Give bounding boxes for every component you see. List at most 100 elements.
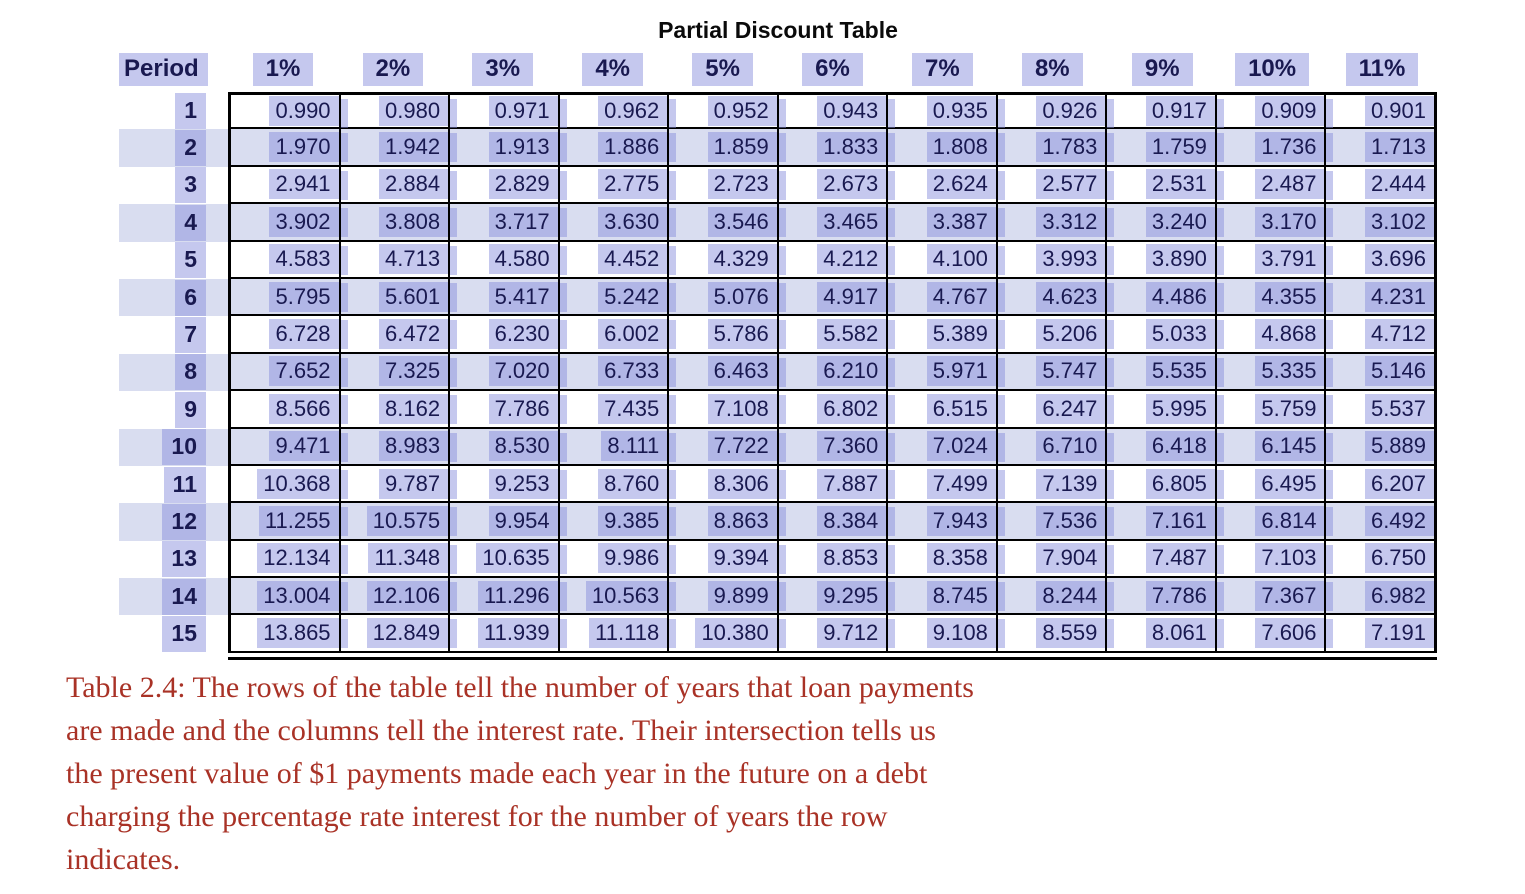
value-cell: 0.909 (1216, 95, 1327, 129)
value-highlight: 0.980 (379, 96, 449, 127)
value-highlight: 5.033 (1145, 319, 1215, 350)
value-cell: 7.499 (888, 465, 998, 502)
value-cell: 1.970 (231, 129, 341, 165)
value-cell: 1.833 (778, 129, 889, 165)
value-highlight: 3.170 (1255, 206, 1325, 237)
value-cell: 3.630 (559, 204, 670, 240)
value-cell: 9.954 (450, 503, 560, 539)
value-cell: 7.024 (888, 428, 998, 464)
value-highlight: 6.247 (1036, 393, 1106, 424)
value-cell: 11.348 (340, 540, 451, 577)
value-cell: 5.786 (669, 316, 779, 352)
value-highlight: 13.004 (257, 580, 339, 611)
period-cell: 11 (119, 466, 228, 503)
rate-header-cell: 5% (668, 52, 778, 86)
value-highlight: 5.601 (379, 281, 449, 312)
value-highlight: 0.952 (707, 96, 777, 127)
value-cell: 2.577 (997, 166, 1108, 203)
value-highlight: 12.106 (366, 580, 449, 611)
value-highlight: 4.329 (707, 244, 777, 275)
period-value: 6 (175, 279, 206, 316)
value-cell: 6.472 (340, 316, 451, 352)
value-cell: 10.380 (669, 615, 779, 651)
value-cell: 6.418 (1107, 428, 1217, 464)
value-highlight: 0.943 (817, 96, 887, 127)
value-cell: 10.635 (450, 540, 560, 577)
table-row: 4 3.902 3.808 3.717 3.630 3.546 3.465 3.387 3.31… (119, 204, 1437, 242)
value-highlight: 2.444 (1364, 169, 1435, 200)
period-value: 15 (162, 616, 206, 653)
value-cell: 5.033 (1107, 316, 1217, 352)
value-highlight: 10.575 (366, 505, 449, 536)
period-header-cell: Period (119, 52, 228, 86)
value-highlight: 8.306 (707, 468, 777, 499)
value-highlight: 6.982 (1364, 580, 1435, 611)
value-highlight: 8.760 (598, 468, 668, 499)
value-highlight: 5.795 (269, 281, 339, 312)
value-cell: 2.531 (1107, 166, 1217, 203)
rate-header-cell: 3% (448, 52, 558, 86)
value-highlight: 7.887 (817, 468, 887, 499)
rate-header-label: 7% (912, 52, 973, 86)
value-cell: 8.358 (888, 540, 998, 577)
value-highlight: 5.759 (1255, 393, 1325, 424)
value-highlight: 1.833 (817, 132, 887, 163)
value-cell: 0.926 (997, 95, 1108, 129)
rate-header-label: 5% (692, 52, 753, 86)
value-cell: 5.389 (888, 316, 998, 352)
period-value: 4 (175, 204, 206, 241)
period-cell: 4 (119, 204, 228, 241)
value-cell: 5.535 (1107, 353, 1217, 390)
value-cell: 6.247 (997, 391, 1108, 427)
value-cell: 6.495 (1216, 465, 1327, 502)
value-highlight: 11.118 (589, 618, 668, 649)
value-cell: 4.767 (888, 278, 998, 315)
value-highlight: 3.240 (1145, 206, 1215, 237)
value-cell: 8.566 (231, 391, 341, 427)
value-highlight: 5.242 (598, 281, 668, 312)
period-cell: 13 (119, 541, 228, 578)
table-row: 6 5.795 5.601 5.417 5.242 5.076 4.917 4.767 4.62… (119, 278, 1437, 317)
value-highlight: 1.970 (269, 132, 339, 163)
period-cell: 10 (119, 429, 228, 466)
value-highlight: 6.230 (488, 319, 558, 350)
value-highlight: 6.733 (598, 356, 668, 387)
value-highlight: 9.899 (707, 580, 777, 611)
rate-header-cell: 1% (228, 52, 338, 86)
value-cell: 0.935 (888, 95, 998, 129)
value-highlight: 5.582 (817, 319, 887, 350)
value-highlight: 2.723 (707, 169, 777, 200)
value-highlight: 8.358 (926, 543, 996, 574)
caption-line: indicates. (66, 843, 181, 876)
value-highlight: 8.061 (1145, 618, 1215, 649)
value-highlight: 8.244 (1036, 580, 1106, 611)
period-value: 1 (175, 92, 206, 129)
value-cell: 4.231 (1326, 279, 1435, 314)
period-cell: 1 (119, 92, 228, 129)
value-highlight: 6.207 (1364, 468, 1435, 499)
value-highlight: 0.926 (1036, 96, 1106, 127)
value-highlight: 7.722 (707, 431, 777, 462)
value-cell: 6.210 (778, 353, 889, 390)
value-cell: 2.673 (778, 166, 889, 203)
value-highlight: 0.901 (1364, 96, 1435, 127)
value-cell: 5.582 (778, 316, 889, 352)
value-highlight: 12.134 (257, 543, 339, 574)
value-cell: 0.990 (231, 95, 341, 128)
caption-line: charging the percentage rate interest fo… (66, 800, 888, 833)
row-cells: 8.566 8.162 7.786 7.435 7.108 6.802 6.515 6.247… (228, 391, 1437, 429)
value-cell: 4.623 (997, 278, 1108, 315)
table-row: 11 10.368 9.787 9.253 8.760 8.306 7.887 7.499 7.… (119, 465, 1437, 504)
value-highlight: 7.191 (1364, 618, 1435, 649)
value-cell: 3.170 (1216, 204, 1327, 240)
value-cell: 2.775 (559, 166, 670, 203)
period-value: 9 (175, 391, 206, 428)
value-cell: 0.901 (1326, 95, 1435, 129)
value-cell: 8.244 (997, 578, 1108, 614)
value-cell: 7.360 (778, 428, 889, 464)
value-cell: 1.736 (1216, 129, 1327, 165)
value-highlight: 9.954 (488, 505, 558, 536)
value-cell: 8.111 (559, 428, 670, 464)
value-cell: 1.713 (1326, 129, 1435, 164)
